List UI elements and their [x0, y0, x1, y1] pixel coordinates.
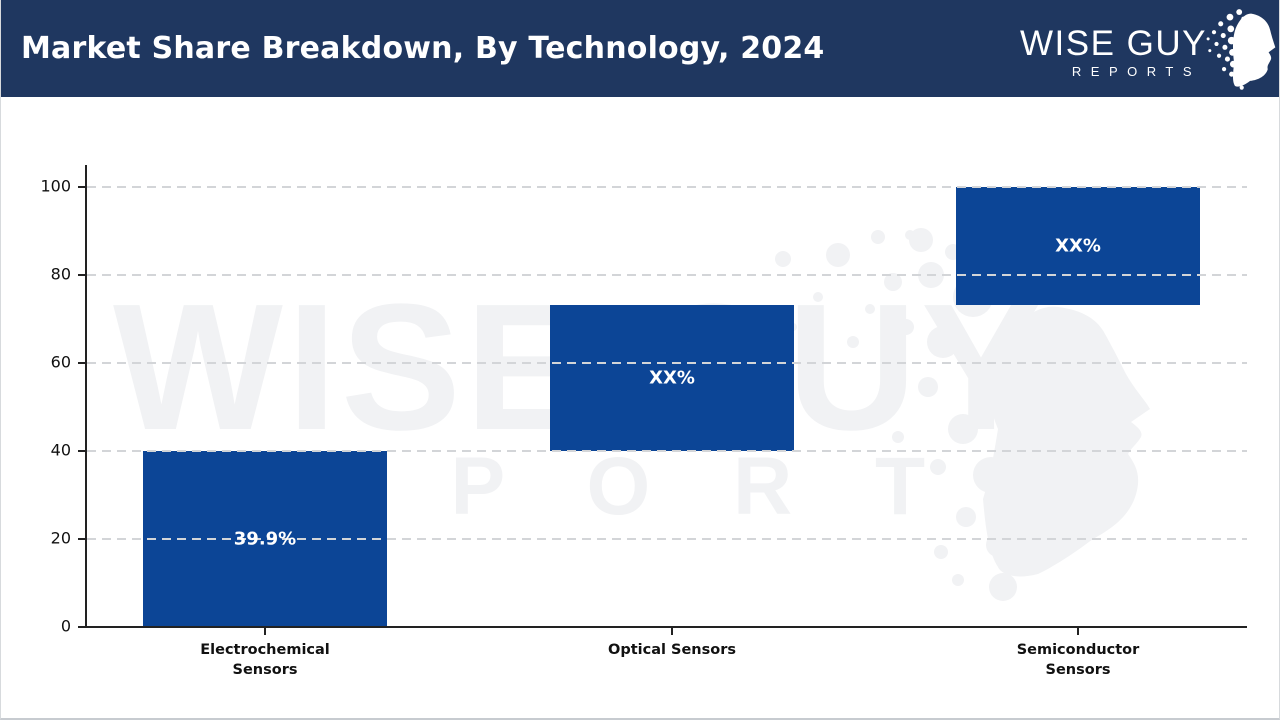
- y-tick-label: 80: [50, 264, 71, 284]
- y-tick-label: 0: [60, 616, 71, 636]
- y-tick-label: 60: [50, 352, 71, 372]
- x-tick-mark: [671, 628, 673, 635]
- bar-value-label: XX%: [1055, 235, 1101, 257]
- category-label-optical-sensors: Optical Sensors: [562, 640, 782, 660]
- y-tick-label: 100: [40, 176, 71, 196]
- x-axis-line: [85, 626, 1247, 628]
- y-tick-mark: [78, 274, 85, 276]
- y-tick-mark: [78, 450, 85, 452]
- gridline: [87, 538, 1247, 540]
- bar-value-label: XX%: [649, 367, 695, 389]
- brand-logo-sub: REPORTS: [1071, 64, 1201, 79]
- category-label-line: Sensors: [1045, 662, 1111, 678]
- gridline: [87, 186, 1247, 188]
- page-title: Market Share Breakdown, By Technology, 2…: [21, 31, 825, 66]
- brand-logo-name: WISE GUY: [1019, 24, 1207, 63]
- category-label-line: Electrochemical: [200, 642, 330, 658]
- x-tick-mark: [264, 628, 266, 635]
- category-label-line: Sensors: [232, 662, 298, 678]
- y-tick-mark: [78, 186, 85, 188]
- category-label-electrochemical-sensors: Electrochemical Sensors: [155, 640, 375, 680]
- y-axis-line: [85, 165, 87, 628]
- watermark-face-icon: [775, 228, 1150, 601]
- y-tick-mark: [78, 626, 85, 628]
- y-tick-mark: [78, 538, 85, 540]
- gridline: [87, 450, 1247, 452]
- bar-semiconductor-sensors: [956, 187, 1200, 305]
- y-tick-mark: [78, 362, 85, 364]
- x-tick-mark: [1077, 628, 1079, 635]
- brand-logo: WISE GUY REPORTS: [1019, 0, 1276, 97]
- category-label-line: Semiconductor: [1016, 642, 1140, 658]
- brand-face-icon: [1206, 9, 1276, 90]
- gridline: [87, 362, 1247, 364]
- category-label-line: Optical Sensors: [608, 642, 736, 658]
- bar-optical-sensors: [550, 304, 794, 452]
- gridline: [87, 274, 1247, 276]
- bar-value-label: 39.9%: [233, 528, 297, 550]
- y-tick-label: 20: [50, 528, 71, 548]
- y-tick-label: 40: [50, 440, 71, 460]
- category-label-semiconductor-sensors: Semiconductor Sensors: [968, 640, 1188, 680]
- header-bar: Market Share Breakdown, By Technology, 2…: [1, 0, 1279, 97]
